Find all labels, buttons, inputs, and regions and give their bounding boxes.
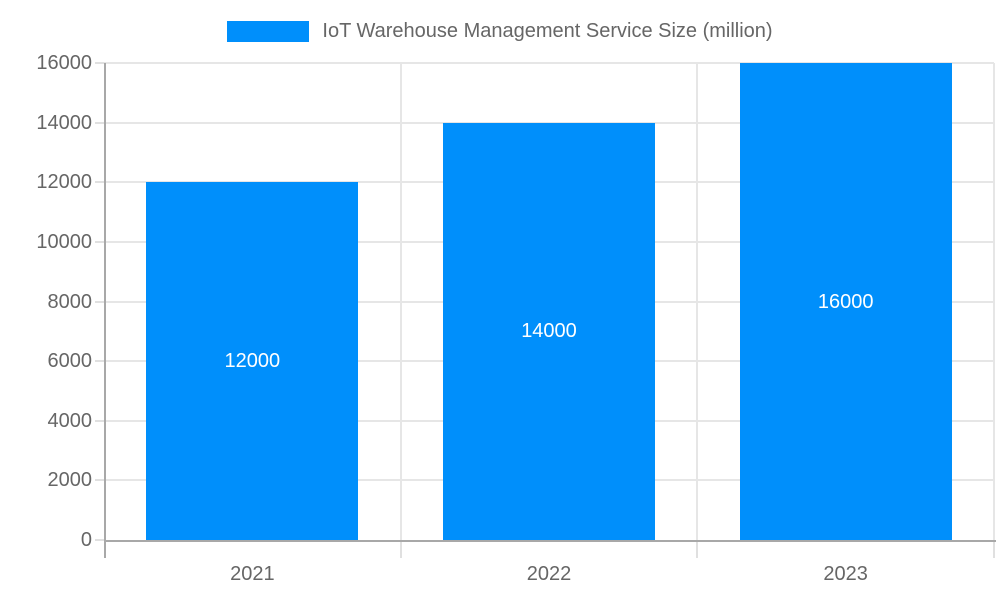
y-axis-tick	[95, 360, 104, 363]
x-axis-tick	[696, 542, 699, 558]
y-tick-label: 4000	[47, 409, 93, 432]
gridline-vertical	[399, 63, 402, 540]
y-tick-label: 8000	[47, 290, 93, 313]
y-tick-label: 16000	[36, 52, 92, 74]
y-axis-tick	[95, 240, 104, 243]
y-axis-tick	[95, 121, 104, 124]
x-axis-tick	[993, 542, 995, 558]
gridline-horizontal	[104, 62, 994, 64]
y-axis-tick	[95, 300, 104, 303]
bar	[443, 122, 655, 540]
bar-value-label: 16000	[817, 290, 874, 313]
legend-label: IoT Warehouse Management Service Size (m…	[322, 20, 773, 42]
y-axis-tick	[95, 62, 104, 64]
y-axis-tick	[95, 479, 104, 482]
y-tick-label: 10000	[36, 230, 92, 253]
x-tick-label: 2022	[526, 563, 572, 585]
legend[interactable]: IoT Warehouse Management Service Size (m…	[0, 20, 1000, 43]
x-axis-tick	[399, 542, 402, 558]
y-tick-label: 6000	[47, 350, 93, 373]
y-axis-tick	[95, 419, 104, 422]
y-tick-label: 0	[80, 529, 92, 551]
bar	[146, 182, 359, 540]
x-tick-label: 2021	[230, 563, 275, 585]
y-axis-line	[104, 63, 106, 558]
bar-value-label: 12000	[224, 350, 281, 373]
bar	[739, 63, 952, 540]
y-axis-tick	[95, 539, 104, 541]
gridline-vertical	[696, 63, 699, 540]
x-tick-label: 2023	[823, 563, 868, 585]
legend-swatch	[227, 21, 310, 42]
y-tick-label: 2000	[47, 469, 93, 492]
y-tick-label: 12000	[36, 171, 92, 194]
x-axis-line	[104, 540, 996, 542]
bar-value-label: 14000	[521, 320, 577, 343]
gridline-vertical	[993, 63, 995, 540]
y-axis-tick	[95, 181, 104, 184]
y-tick-label: 14000	[36, 111, 92, 134]
